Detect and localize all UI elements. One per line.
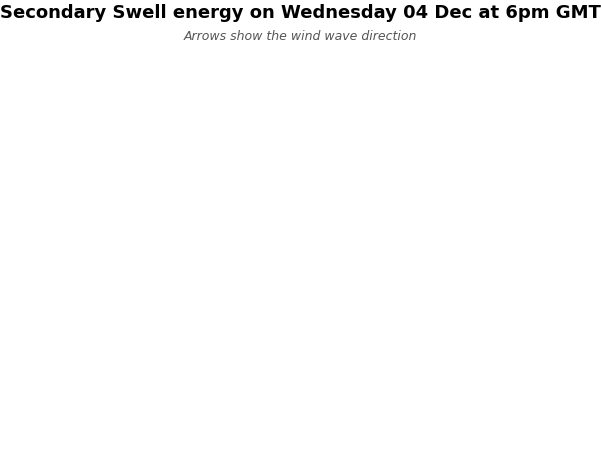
Text: Cartopy required for map rendering: Cartopy required for map rendering [152, 244, 449, 263]
Text: Arrows show the wind wave direction: Arrows show the wind wave direction [184, 30, 417, 43]
Text: Secondary Swell energy on Wednesday 04 Dec at 6pm GMT: Secondary Swell energy on Wednesday 04 D… [0, 4, 601, 22]
